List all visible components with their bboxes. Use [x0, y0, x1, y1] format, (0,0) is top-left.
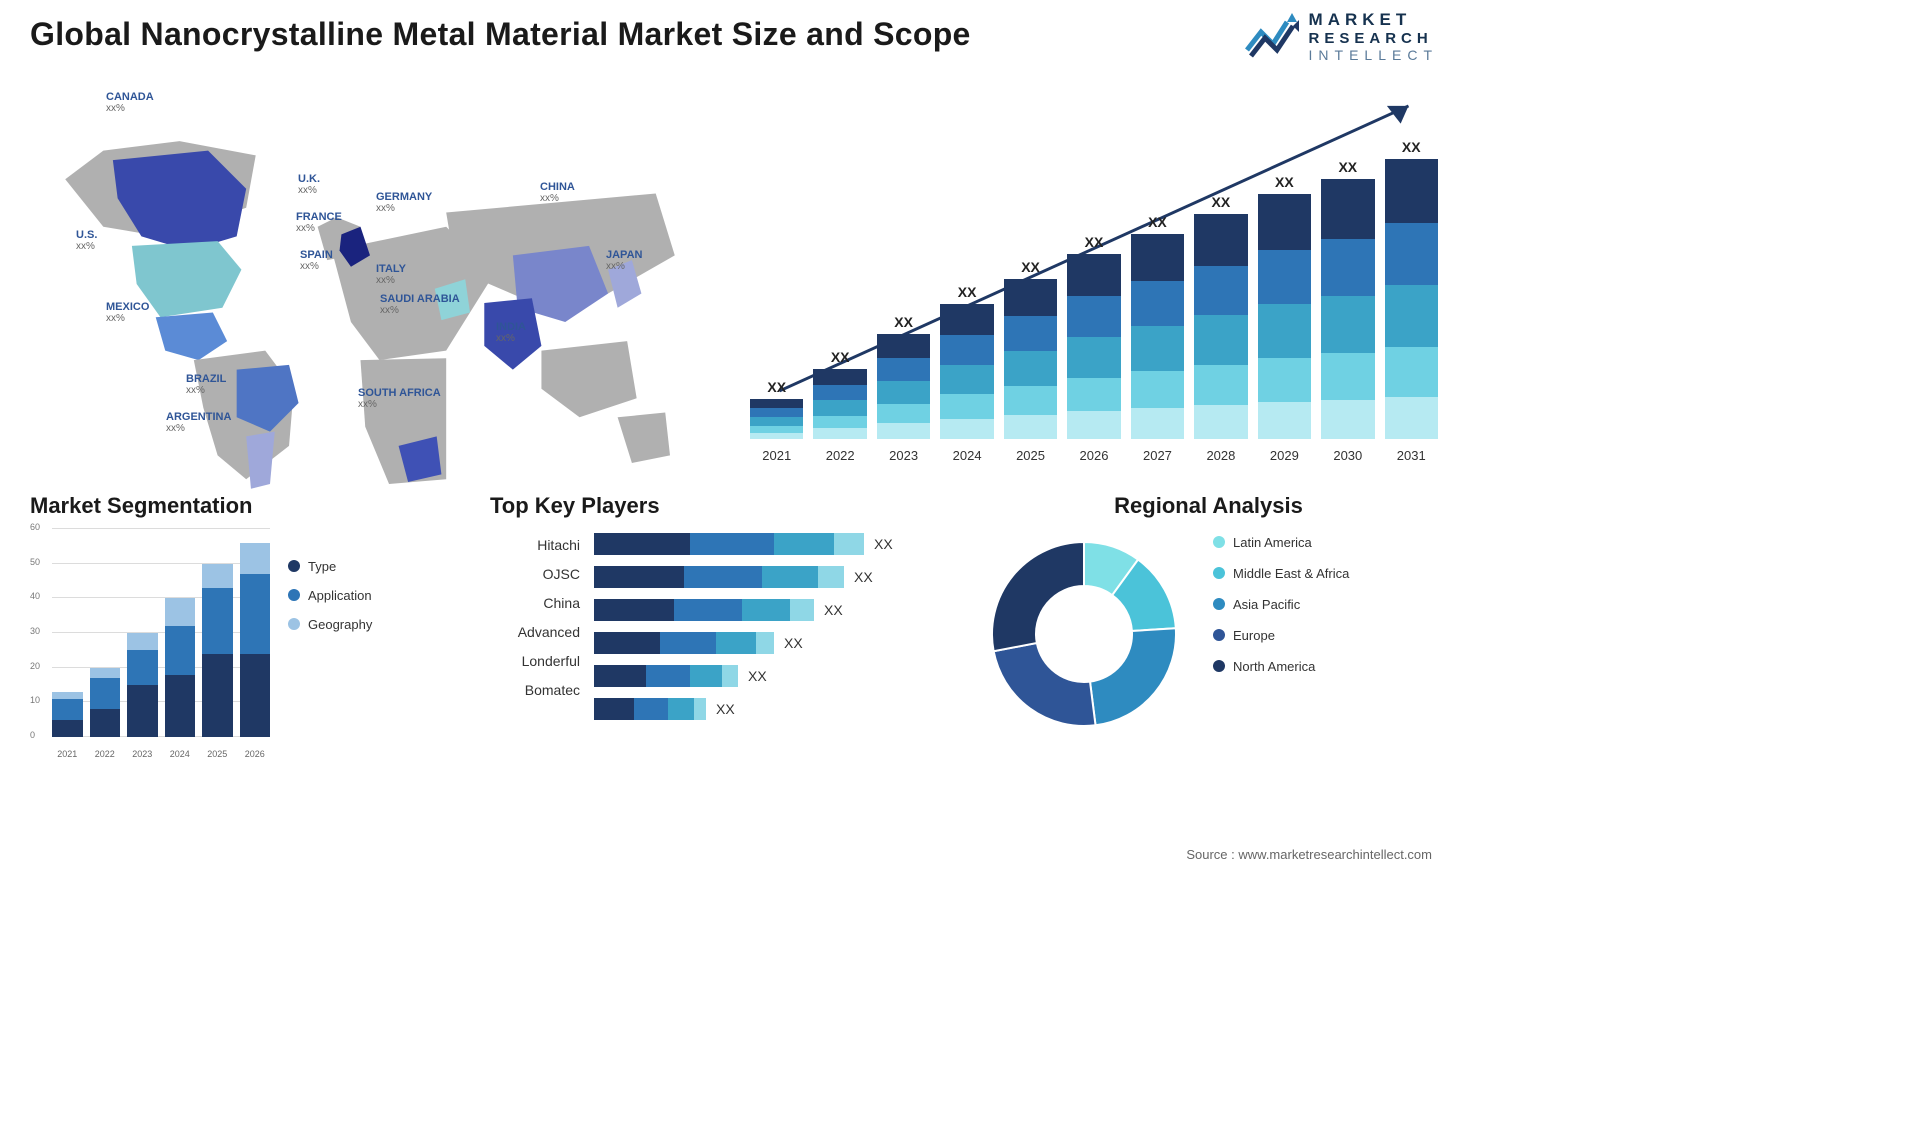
- map-label-france: FRANCExx%: [296, 211, 342, 234]
- segmentation-chart: 0102030405060 202120222023202420252026: [30, 529, 270, 759]
- key-players-panel: Top Key Players HitachiOJSCChinaAdvanced…: [490, 493, 949, 759]
- key-players-labels: Hitachi OJSC China Advanced Londerful Bomatec: [490, 533, 580, 698]
- kp-bar-china: XX: [594, 599, 949, 621]
- region-legend-europe: Europe: [1213, 628, 1349, 643]
- map-label-germany: GERMANYxx%: [376, 191, 432, 214]
- kp-bar-advanced: XX: [594, 632, 949, 654]
- map-label-mexico: MEXICOxx%: [106, 301, 149, 324]
- big-bar-2029: XX: [1258, 174, 1311, 439]
- regional-donut-chart: [979, 529, 1189, 739]
- seg-bar-2021: [52, 692, 83, 737]
- logo-line-3: INTELLECT: [1309, 47, 1438, 63]
- kp-bar-bomatec: XX: [594, 698, 949, 720]
- seg-bar-2022: [90, 668, 121, 737]
- map-label-brazil: BRAZILxx%: [186, 373, 226, 396]
- map-label-argentina: ARGENTINAxx%: [166, 411, 231, 434]
- map-label-china: CHINAxx%: [540, 181, 575, 204]
- kp-bar-londerful: XX: [594, 665, 949, 687]
- seg-bar-2023: [127, 633, 158, 737]
- big-bar-2027: XX: [1131, 214, 1184, 439]
- regional-title: Regional Analysis: [979, 493, 1438, 519]
- big-bar-2026: XX: [1067, 234, 1120, 439]
- map-label-south-africa: SOUTH AFRICAxx%: [358, 387, 441, 410]
- seg-legend-type: Type: [288, 559, 372, 574]
- big-bar-2024: XX: [940, 284, 993, 439]
- map-label-canada: CANADAxx%: [106, 91, 154, 114]
- region-legend-middle-east-africa: Middle East & Africa: [1213, 566, 1349, 581]
- kp-label-advanced: Advanced: [490, 624, 580, 640]
- map-label-u-s-: U.S.xx%: [76, 229, 97, 252]
- kp-bar-ojsc: XX: [594, 566, 949, 588]
- map-label-italy: ITALYxx%: [376, 263, 406, 286]
- regional-legend: Latin America Middle East & Africa Asia Pa…: [1213, 529, 1349, 674]
- big-bar-2021: XX: [750, 379, 803, 439]
- kp-label-china: China: [490, 595, 580, 611]
- regional-panel: Regional Analysis Latin America Middle Ea…: [979, 493, 1438, 759]
- map-label-saudi-arabia: SAUDI ARABIAxx%: [380, 293, 460, 316]
- kp-label-ojsc: OJSC: [490, 566, 580, 582]
- region-legend-north-america: North America: [1213, 659, 1349, 674]
- kp-label-londerful: Londerful: [490, 653, 580, 669]
- segmentation-legend: Type Application Geography: [288, 529, 372, 759]
- big-bar-2030: XX: [1321, 159, 1374, 439]
- segmentation-panel: Market Segmentation 0102030405060 202120…: [30, 493, 460, 759]
- logo-mark-icon: [1243, 10, 1299, 62]
- logo-line-2: RESEARCH: [1309, 30, 1438, 47]
- region-legend-asia-pacific: Asia Pacific: [1213, 597, 1349, 612]
- map-label-japan: JAPANxx%: [606, 249, 642, 272]
- kp-bar-hitachi: XX: [594, 533, 949, 555]
- kp-label-bomatec: Bomatec: [490, 682, 580, 698]
- map-label-india: INDIAxx%: [496, 321, 526, 344]
- brand-logo: MARKET RESEARCH INTELLECT: [1243, 10, 1438, 63]
- big-bar-2025: XX: [1004, 259, 1057, 439]
- page-title: Global Nanocrystalline Metal Material Ma…: [30, 16, 971, 53]
- seg-legend-geography: Geography: [288, 617, 372, 632]
- big-bar-2023: XX: [877, 314, 930, 439]
- logo-line-1: MARKET: [1309, 10, 1438, 30]
- key-players-bars: XX XX XX XX XX XX: [594, 533, 949, 720]
- seg-bar-2026: [240, 543, 271, 737]
- map-label-u-k-: U.K.xx%: [298, 173, 320, 196]
- map-label-spain: SPAINxx%: [300, 249, 333, 272]
- big-bar-2022: XX: [813, 349, 866, 439]
- kp-label-hitachi: Hitachi: [490, 537, 580, 553]
- source-line: Source : www.marketresearchintellect.com: [1186, 847, 1432, 862]
- region-legend-latin-america: Latin America: [1213, 535, 1349, 550]
- market-size-chart: XXXXXXXXXXXXXXXXXXXXXX 20212022202320242…: [750, 73, 1438, 473]
- seg-bar-2024: [165, 598, 196, 737]
- big-bar-2028: XX: [1194, 194, 1247, 439]
- world-map: CANADAxx% U.S.xx% MEXICOxx% BRAZILxx% ARGENT…: [30, 73, 710, 473]
- seg-bar-2025: [202, 564, 233, 737]
- seg-legend-application: Application: [288, 588, 372, 603]
- big-bar-2031: XX: [1385, 139, 1438, 439]
